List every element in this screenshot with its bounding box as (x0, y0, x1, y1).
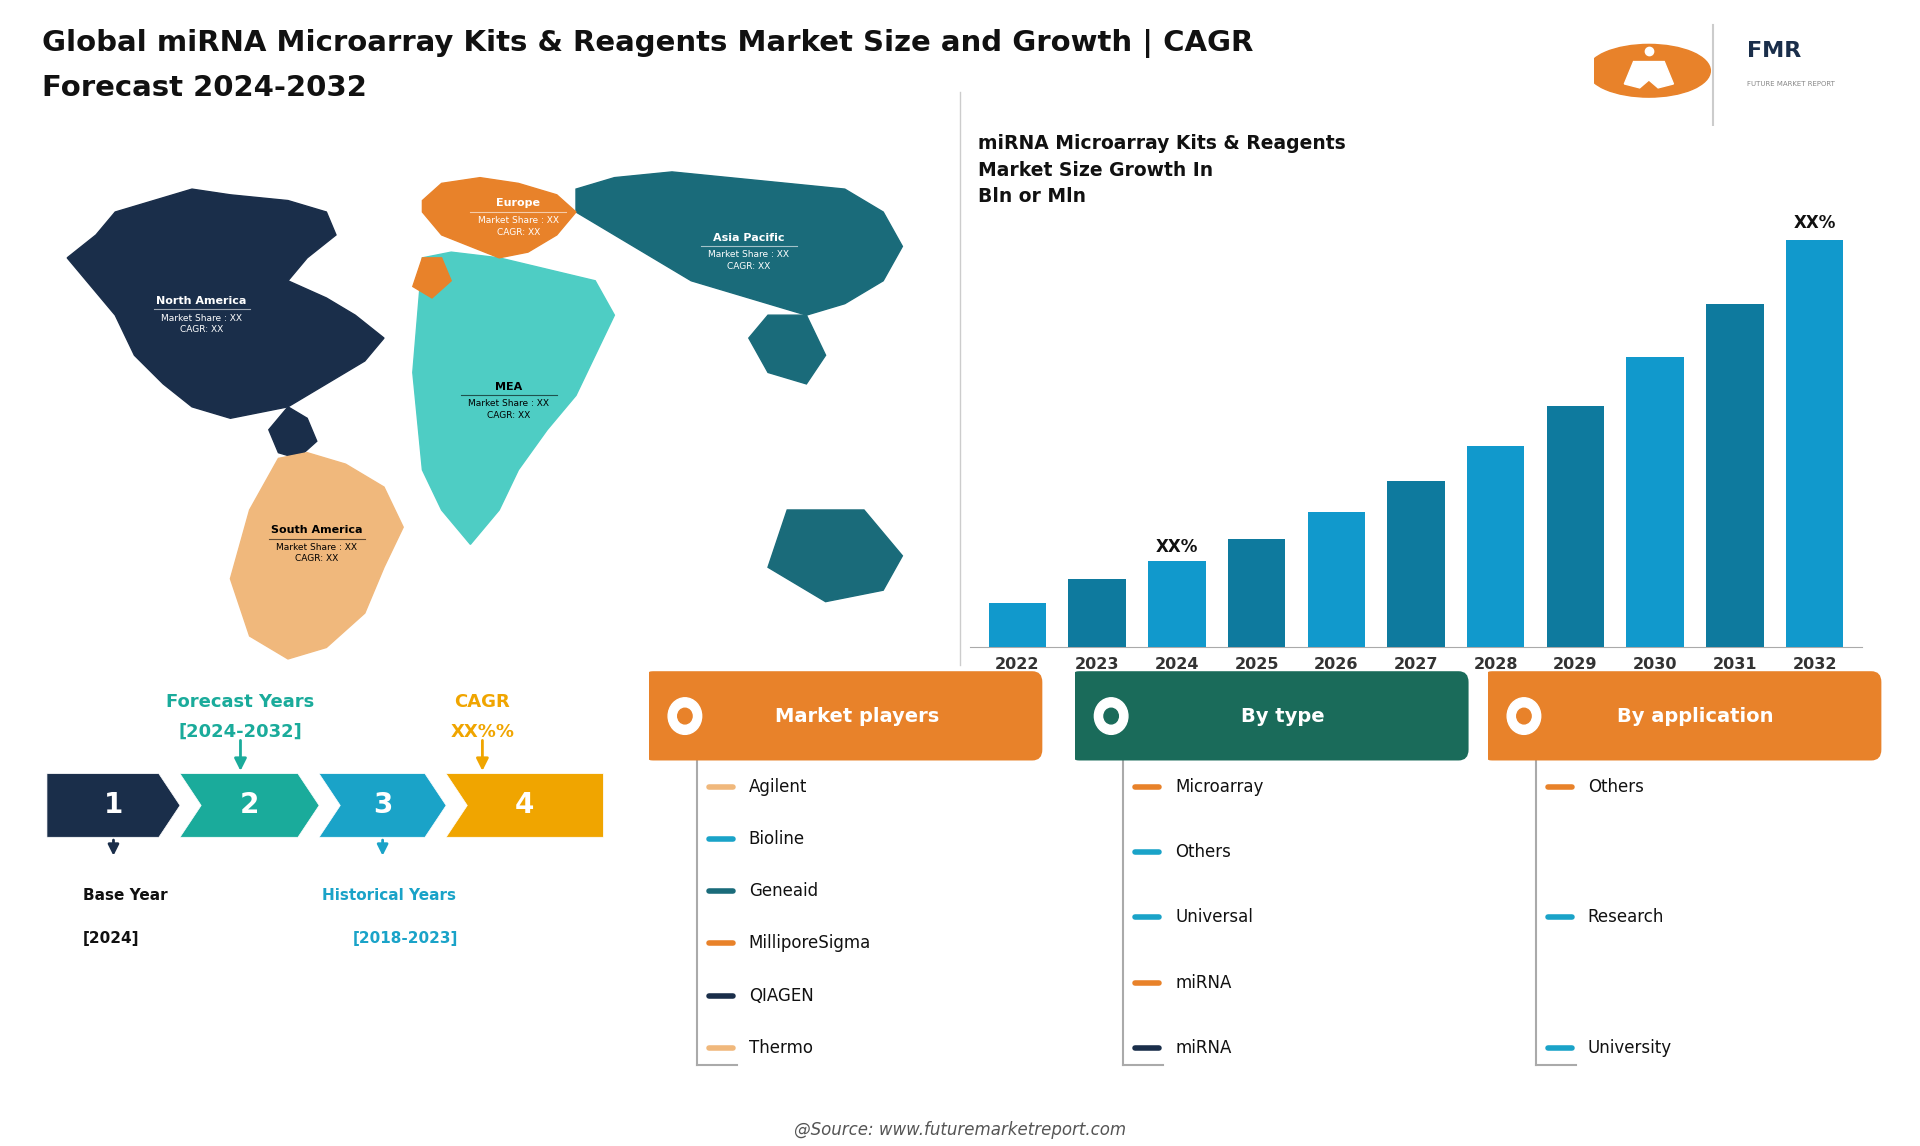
Bar (1786, 241, 1843, 647)
Bar (1548, 406, 1603, 647)
Text: Base Year: Base Year (83, 888, 167, 903)
Circle shape (1104, 708, 1117, 724)
Polygon shape (445, 774, 603, 838)
FancyBboxPatch shape (643, 672, 1043, 761)
Text: MilliporeSigma: MilliporeSigma (749, 934, 872, 952)
Bar (1229, 539, 1284, 647)
Text: Forecast 2024-2032: Forecast 2024-2032 (42, 74, 367, 102)
Circle shape (1517, 708, 1530, 724)
Text: CAGR: XX: CAGR: XX (180, 325, 223, 333)
Text: miRNA: miRNA (1175, 974, 1231, 991)
Text: Europe: Europe (497, 198, 540, 209)
Text: CAGR: XX: CAGR: XX (296, 555, 338, 563)
Text: FUTURE MARKET REPORT: FUTURE MARKET REPORT (1747, 81, 1836, 87)
Text: Geneaid: Geneaid (749, 882, 818, 900)
Text: XX%: XX% (1793, 214, 1836, 233)
Text: CAGR: CAGR (455, 693, 511, 712)
Polygon shape (230, 453, 403, 659)
Circle shape (668, 698, 701, 735)
Bar (1148, 562, 1206, 647)
Bar (1707, 305, 1764, 647)
Bar (1068, 579, 1125, 647)
Text: Asia Pacific: Asia Pacific (712, 233, 785, 243)
Text: Agilent: Agilent (749, 778, 806, 795)
Text: Others: Others (1588, 778, 1644, 795)
Text: [2018-2023]: [2018-2023] (353, 931, 457, 945)
Text: FMR: FMR (1747, 41, 1801, 61)
Text: QIAGEN: QIAGEN (749, 987, 814, 1005)
Polygon shape (576, 172, 902, 315)
Polygon shape (269, 407, 317, 458)
Text: South America: South America (271, 525, 363, 535)
Text: Universal: Universal (1175, 909, 1254, 926)
Polygon shape (1624, 62, 1674, 88)
Text: 2: 2 (240, 792, 259, 819)
Text: Market Share : XX: Market Share : XX (468, 400, 549, 408)
Text: Market players: Market players (774, 707, 939, 725)
Text: 1: 1 (104, 792, 123, 819)
Circle shape (1507, 698, 1540, 735)
Text: miRNA: miRNA (1175, 1039, 1231, 1057)
Text: @Source: www.futuremarketreport.com: @Source: www.futuremarketreport.com (795, 1121, 1125, 1138)
Text: Market Share : XX: Market Share : XX (708, 251, 789, 259)
Bar (1388, 481, 1444, 647)
Polygon shape (422, 178, 576, 258)
Bar (1467, 446, 1524, 647)
Text: MEA: MEA (495, 382, 522, 392)
Text: Historical Years: Historical Years (323, 888, 457, 903)
Text: 3: 3 (372, 792, 392, 819)
Text: 4: 4 (515, 792, 534, 819)
Text: Bioline: Bioline (749, 830, 804, 848)
Text: [2024]: [2024] (83, 931, 140, 945)
FancyBboxPatch shape (1069, 672, 1469, 761)
Text: By type: By type (1240, 707, 1325, 725)
Polygon shape (749, 315, 826, 384)
Text: XX%%: XX%% (451, 723, 515, 740)
Bar (989, 603, 1046, 647)
Text: Market Share : XX: Market Share : XX (478, 217, 559, 225)
Text: CAGR: XX: CAGR: XX (728, 262, 770, 270)
Text: CAGR: XX: CAGR: XX (497, 228, 540, 236)
FancyBboxPatch shape (1482, 672, 1882, 761)
Text: Global miRNA Microarray Kits & Reagents Market Size and Growth | CAGR: Global miRNA Microarray Kits & Reagents … (42, 29, 1254, 57)
Text: CAGR: XX: CAGR: XX (488, 411, 530, 419)
Text: Thermo: Thermo (749, 1039, 812, 1057)
Text: Others: Others (1175, 843, 1231, 861)
Polygon shape (319, 774, 445, 838)
Text: Forecast Years: Forecast Years (167, 693, 315, 712)
Bar (1308, 512, 1365, 647)
Bar (1626, 358, 1684, 647)
Polygon shape (768, 510, 902, 602)
Text: University: University (1588, 1039, 1672, 1057)
Text: Market Share : XX: Market Share : XX (161, 314, 242, 322)
Polygon shape (67, 189, 384, 418)
Text: Research: Research (1588, 909, 1665, 926)
Polygon shape (46, 774, 180, 838)
Text: [2024-2032]: [2024-2032] (179, 723, 301, 740)
Polygon shape (180, 774, 319, 838)
Text: By application: By application (1617, 707, 1774, 725)
Polygon shape (413, 258, 451, 298)
Circle shape (1588, 45, 1711, 97)
Text: XX%: XX% (1156, 537, 1198, 556)
Text: miRNA Microarray Kits & Reagents
Market Size Growth In
Bln or Mln: miRNA Microarray Kits & Reagents Market … (977, 134, 1346, 206)
Text: North America: North America (156, 296, 248, 306)
Text: Market Share : XX: Market Share : XX (276, 543, 357, 551)
Circle shape (678, 708, 691, 724)
Text: Microarray: Microarray (1175, 778, 1263, 795)
Circle shape (1094, 698, 1127, 735)
Polygon shape (413, 252, 614, 544)
